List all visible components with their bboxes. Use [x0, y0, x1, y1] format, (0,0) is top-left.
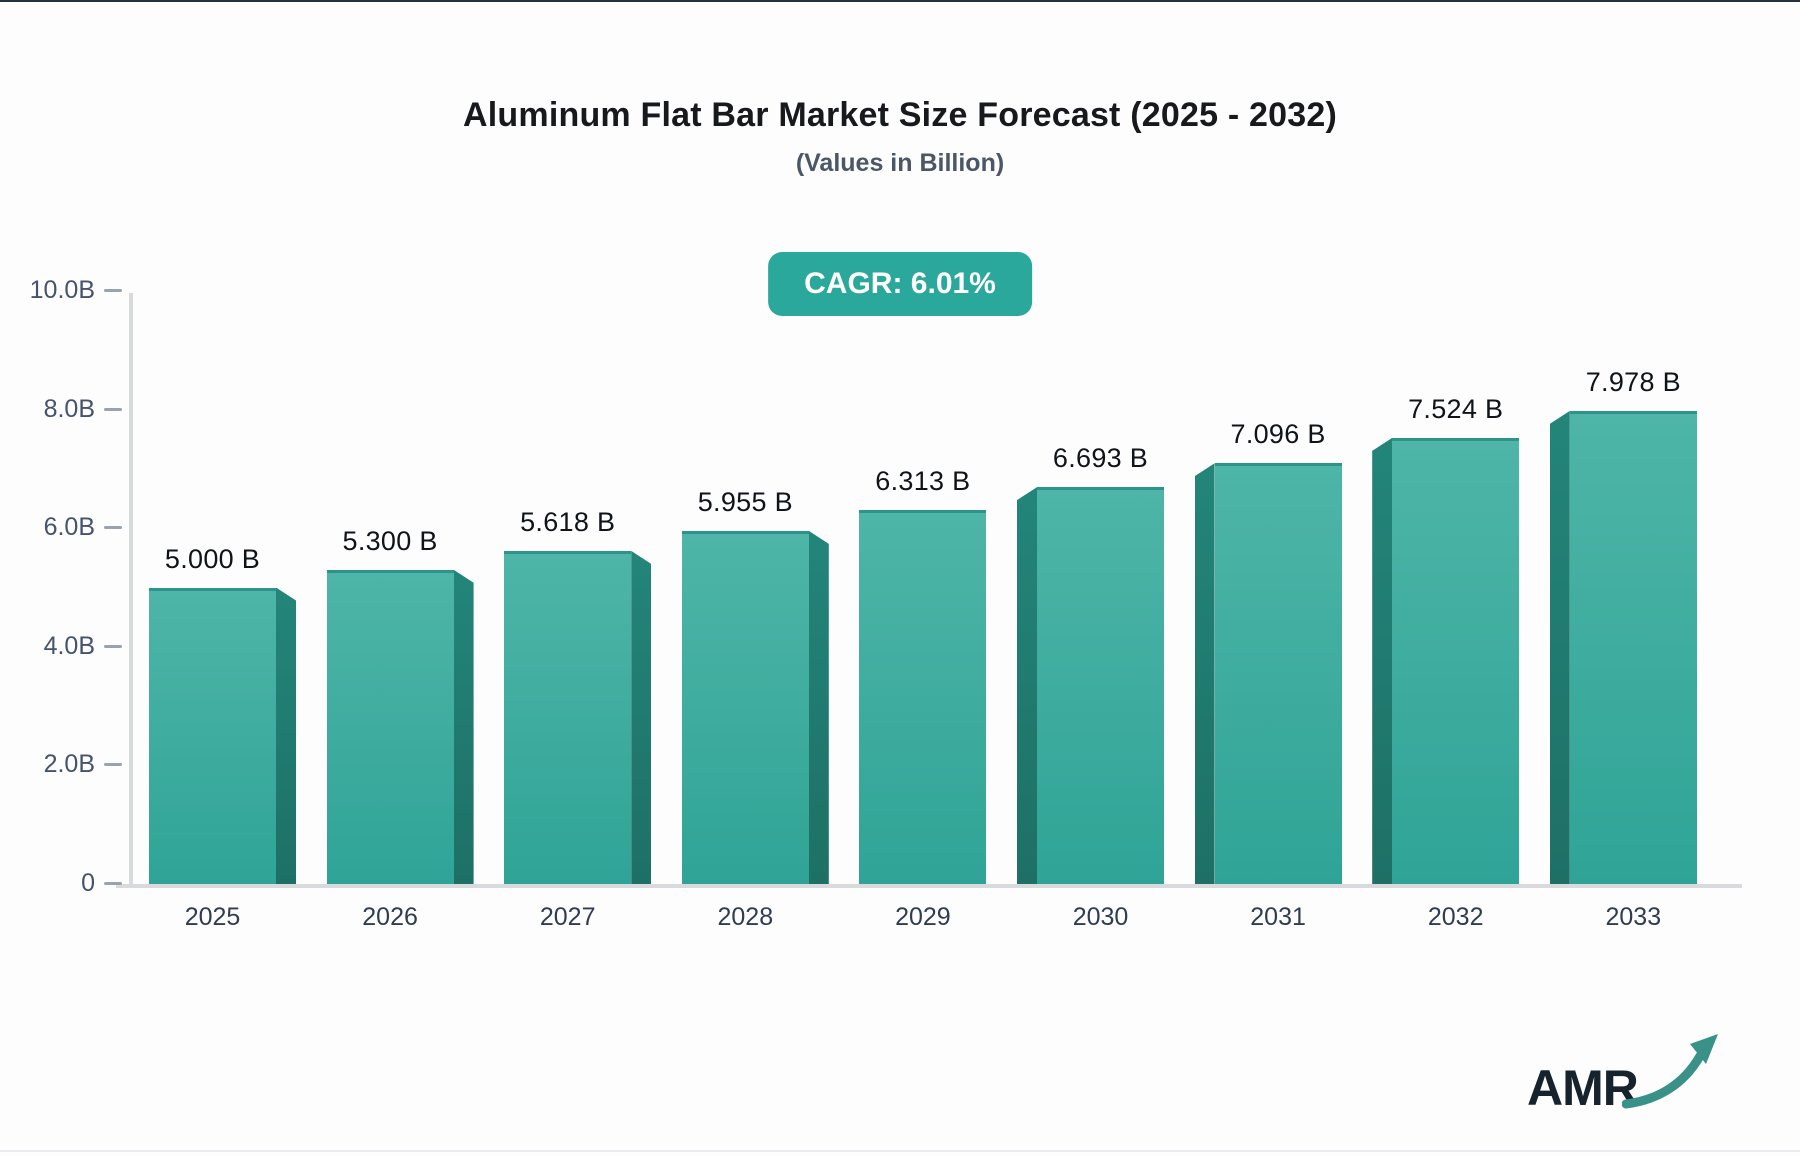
growth-arrow-icon — [1621, 1034, 1718, 1109]
bar-side-face — [808, 530, 829, 884]
bar-value-label: 5.000 B — [164, 543, 261, 574]
y-tick-dash — [104, 526, 122, 530]
bar-side-face — [1017, 487, 1037, 884]
x-axis-label: 2028 — [717, 903, 774, 931]
x-axis-label: 2030 — [1072, 903, 1129, 931]
bar-side-face — [276, 587, 296, 884]
bar-face — [1214, 463, 1342, 884]
bar-side-face — [1194, 463, 1215, 884]
bar-face — [681, 530, 809, 884]
page-top-border — [0, 0, 1800, 2]
y-tick-label: 6.0B — [43, 513, 95, 542]
y-axis-line — [129, 293, 133, 884]
bar-face — [326, 569, 454, 884]
bar-value-label: 5.618 B — [520, 506, 616, 537]
bar-side-face — [1549, 410, 1570, 884]
y-tick-dash — [104, 644, 122, 648]
bar-value-label: 5.300 B — [342, 525, 438, 556]
bar-face — [1569, 410, 1697, 884]
x-axis-label: 2029 — [895, 903, 951, 931]
bar-value-label: 6.693 B — [1052, 443, 1149, 474]
x-axis-line — [116, 884, 1742, 888]
x-axis-label: 2032 — [1427, 903, 1484, 931]
chart-subtitle: (Values in Billion) — [795, 149, 1005, 177]
x-axis-label: 2031 — [1250, 903, 1306, 931]
bar-side-face — [453, 569, 474, 884]
y-tick-label: 2.0B — [43, 750, 95, 779]
page-bottom-border — [0, 1150, 1800, 1152]
amr-logo-text: AMR — [1527, 1060, 1639, 1116]
bar-value-label: 7.096 B — [1230, 419, 1326, 450]
page-title: Aluminum Flat Bar Market Size Forecast (… — [463, 96, 1337, 134]
bar-face — [504, 550, 632, 884]
y-tick-label: 4.0B — [43, 631, 95, 660]
bar-face — [1037, 487, 1164, 884]
bar-value-label: 7.978 B — [1585, 366, 1681, 397]
y-tick-label: 0 — [81, 869, 95, 897]
bar-face — [859, 509, 987, 884]
y-tick-dash — [104, 763, 122, 767]
x-axis-label: 2025 — [184, 903, 241, 931]
y-tick-label: 8.0B — [43, 394, 95, 423]
x-axis-label: 2027 — [539, 903, 596, 931]
y-tick-dash — [104, 407, 122, 411]
y-tick-label: 10.0B — [29, 276, 95, 304]
y-tick-dash — [104, 882, 122, 885]
cagr-badge: CAGR: 6.01% — [768, 252, 1032, 316]
bar-side-face — [1372, 437, 1393, 884]
bar-face — [1392, 437, 1520, 884]
y-tick-dash — [104, 289, 122, 292]
bar-value-label: 6.313 B — [875, 465, 971, 496]
bar-side-face — [631, 550, 652, 884]
x-axis-label: 2033 — [1605, 903, 1662, 931]
bar-face — [149, 587, 276, 884]
x-axis-label: 2026 — [362, 903, 418, 931]
bar-value-label: 7.524 B — [1408, 393, 1504, 424]
bar-value-label: 5.955 B — [697, 486, 793, 517]
amr-logo: AMR — [1527, 1028, 1722, 1116]
